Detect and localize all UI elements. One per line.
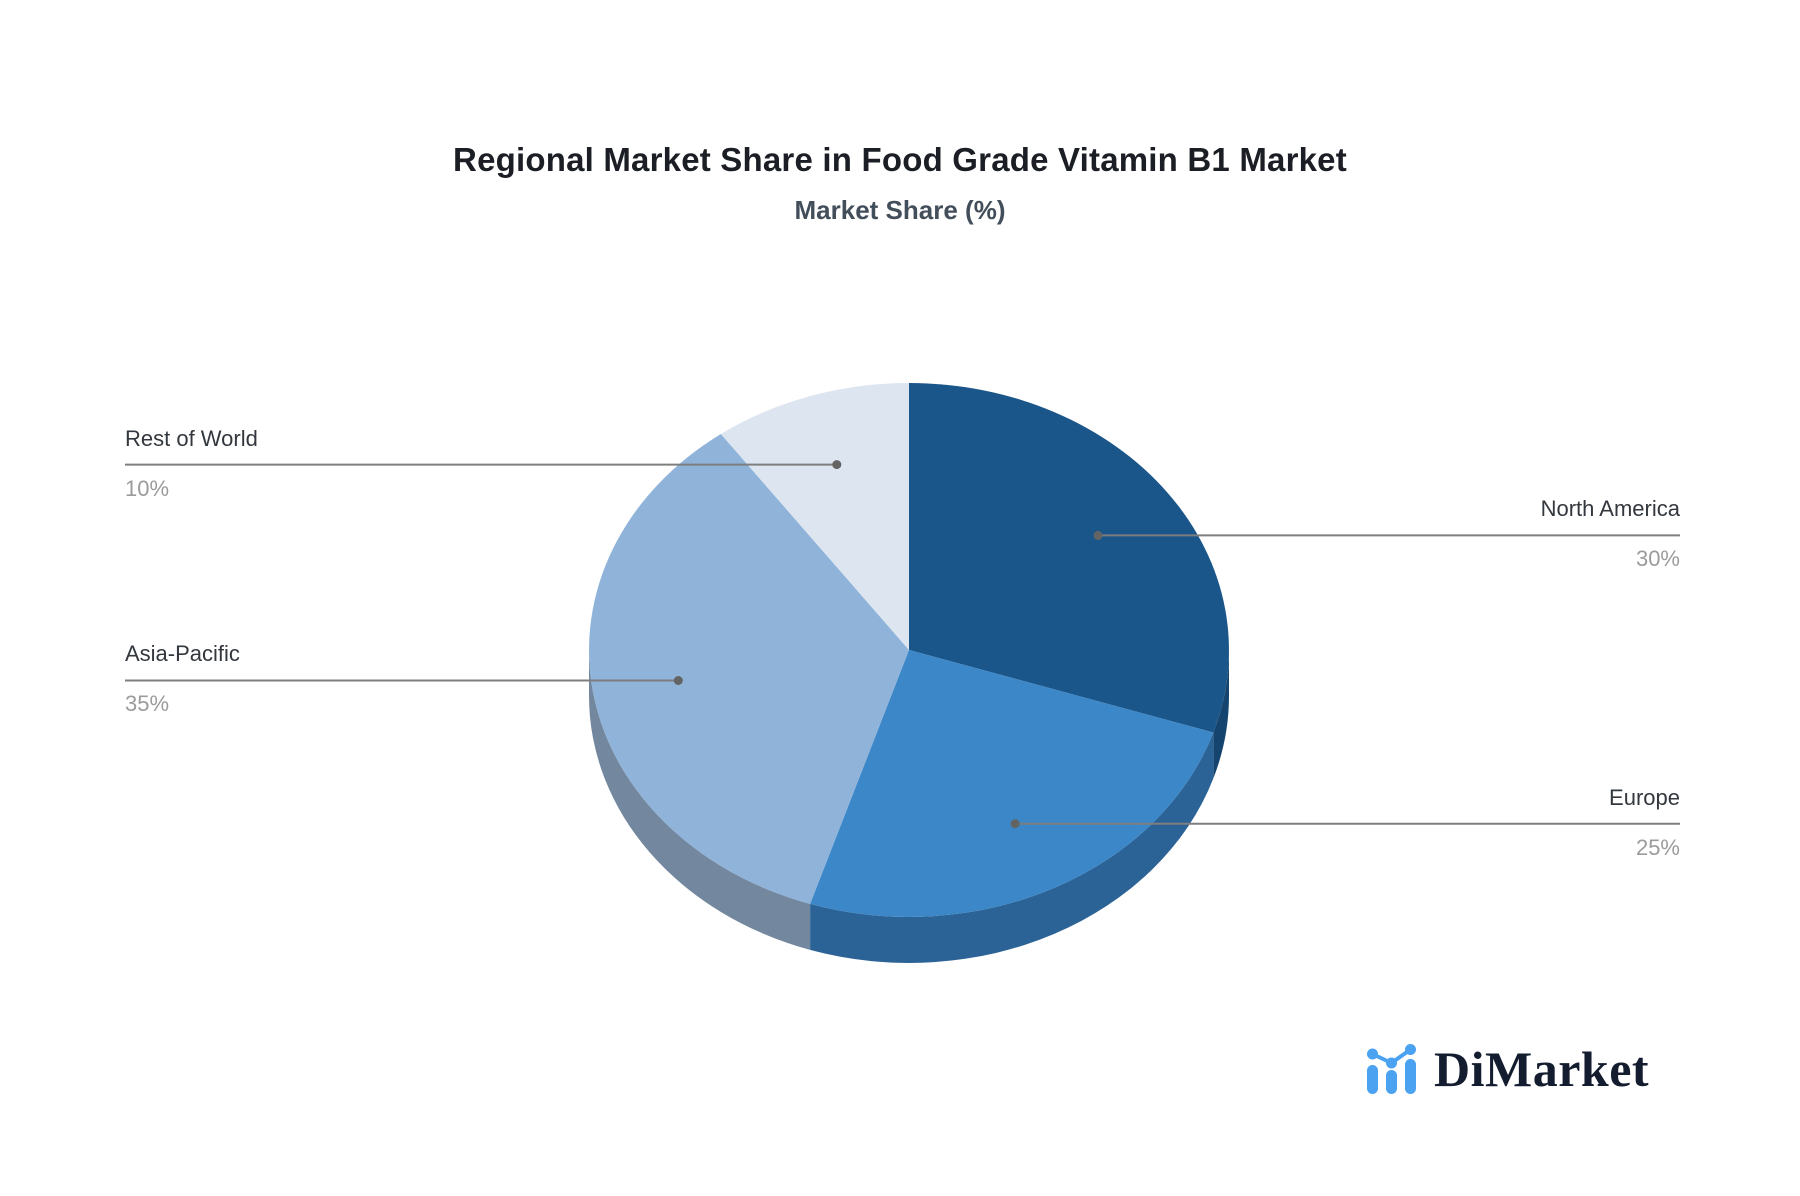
slice-value: 10% — [125, 475, 170, 501]
slice-value: 35% — [125, 691, 170, 717]
slice-name: Asia-Pacific — [125, 641, 240, 667]
brand-logo-text: DiMarket — [1434, 1041, 1650, 1097]
slice-name: Rest of World — [125, 425, 258, 451]
slice-label-asia-pacific: Asia-Pacific 35% — [125, 639, 240, 719]
slice-name: North America — [1540, 496, 1680, 522]
pie-slice-asia-pacific[interactable] — [589, 434, 909, 904]
pie-slice-europe[interactable] — [810, 650, 1214, 917]
label-connector-dot — [1093, 530, 1103, 540]
slice-name: Europe — [1609, 784, 1680, 810]
pie-slice-north-america[interactable] — [909, 383, 1229, 733]
chart-title: Regional Market Share in Food Grade Vita… — [453, 141, 1347, 178]
pie-slice-side — [589, 650, 811, 950]
slice-value: 30% — [1635, 546, 1680, 572]
slice-label-north-america: North America 30% — [1541, 494, 1680, 574]
brand-logo: DiMarket — [1367, 1044, 1649, 1094]
pie-slice-rest-of-world[interactable] — [720, 383, 909, 650]
label-connector-dot — [673, 676, 683, 685]
slice-value: 25% — [1635, 834, 1680, 860]
bar-line-chart-icon — [1367, 1044, 1416, 1094]
slice-label-europe: Europe 25% — [1609, 783, 1680, 863]
slice-label-rest-of-world: Rest of World 10% — [125, 424, 258, 504]
pie-slice-side — [1213, 650, 1229, 779]
pie-slice-side — [810, 732, 1214, 963]
chart-subtitle: Market Share (%) — [794, 195, 1006, 225]
label-connector-dot — [832, 460, 842, 470]
label-connector-dot — [1010, 819, 1020, 829]
